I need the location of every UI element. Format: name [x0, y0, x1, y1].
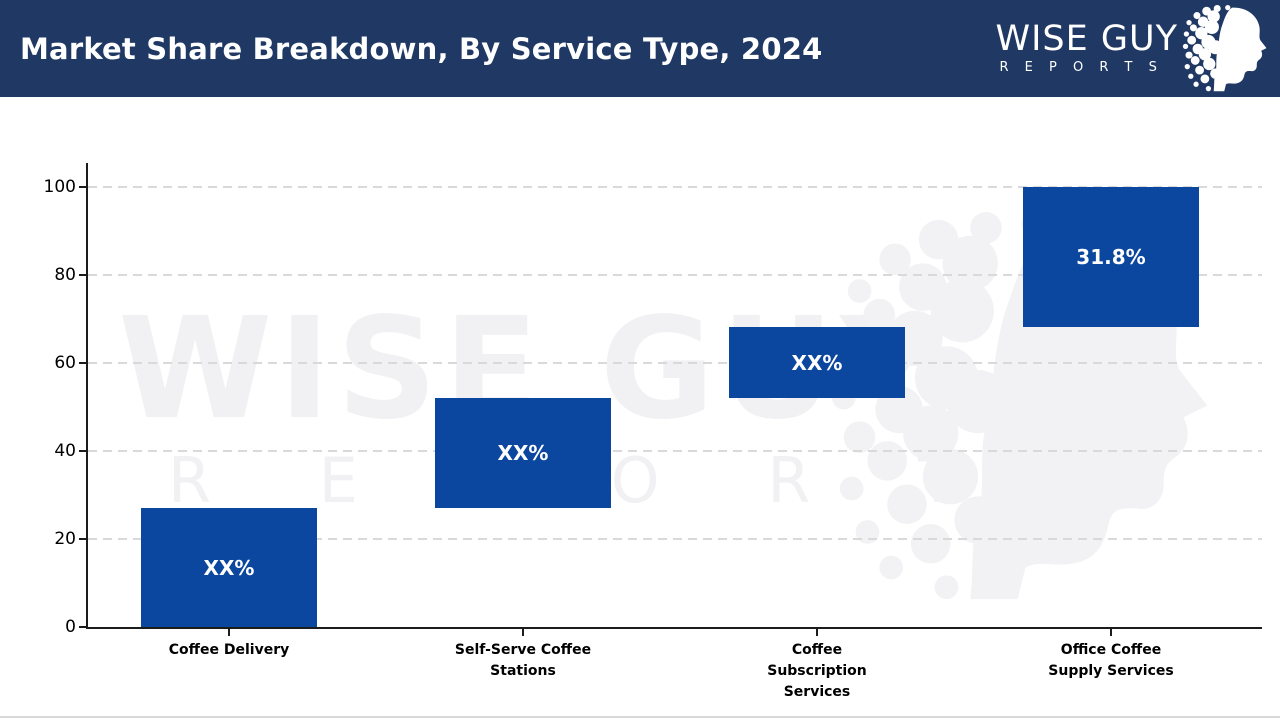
bar-value-label: XX%: [203, 555, 255, 580]
bar: XX%: [729, 326, 905, 399]
brand-text: WISE GUY R E P O R T S: [995, 19, 1178, 76]
x-tick-mark: [228, 629, 230, 636]
brand-name: WISE GUY: [995, 19, 1178, 59]
y-tick-mark: [79, 362, 87, 364]
y-tick-label: 80: [54, 265, 76, 285]
y-tick-label: 60: [54, 353, 76, 373]
wiseguy-face-icon: [1182, 4, 1267, 91]
y-tick-mark: [79, 274, 87, 276]
gridline: [88, 274, 1262, 276]
y-tick-mark: [79, 186, 87, 188]
bottom-divider: [0, 716, 1280, 718]
brand-logo: WISE GUY R E P O R T S: [995, 4, 1272, 93]
bar-value-label: XX%: [791, 350, 843, 375]
brand-subtitle: R E P O R T S: [999, 60, 1163, 75]
bar-value-label: 31.8%: [1076, 244, 1146, 269]
page-title: Market Share Breakdown, By Service Type,…: [20, 31, 823, 66]
y-tick-label: 40: [54, 441, 76, 461]
y-tick-label: 20: [54, 529, 76, 549]
y-tick-label: 0: [65, 617, 76, 637]
y-axis-line: [86, 163, 88, 629]
bar: 31.8%: [1023, 187, 1199, 327]
x-category-label: Coffee Subscription Services: [767, 642, 867, 700]
y-tick-mark: [79, 538, 87, 540]
y-tick-mark: [79, 626, 87, 628]
gridline: [88, 450, 1262, 452]
gridline: [88, 186, 1262, 188]
bar: XX%: [435, 398, 611, 509]
x-tick-mark: [816, 629, 818, 636]
x-category-label: Coffee Delivery: [168, 642, 290, 658]
y-tick-mark: [79, 450, 87, 452]
x-tick-mark: [1110, 629, 1112, 636]
header: Market Share Breakdown, By Service Type,…: [0, 0, 1280, 97]
x-axis-line: [86, 627, 1262, 629]
gridline: [88, 538, 1262, 540]
x-tick-mark: [522, 629, 524, 636]
x-category-label: Office Coffee Supply Services: [1048, 642, 1174, 679]
y-tick-label: 100: [43, 177, 76, 197]
bar: XX%: [141, 508, 317, 627]
x-category-label: Self-Serve Coffee Stations: [454, 642, 592, 679]
gridline: [88, 362, 1262, 364]
bar-value-label: XX%: [497, 441, 549, 466]
